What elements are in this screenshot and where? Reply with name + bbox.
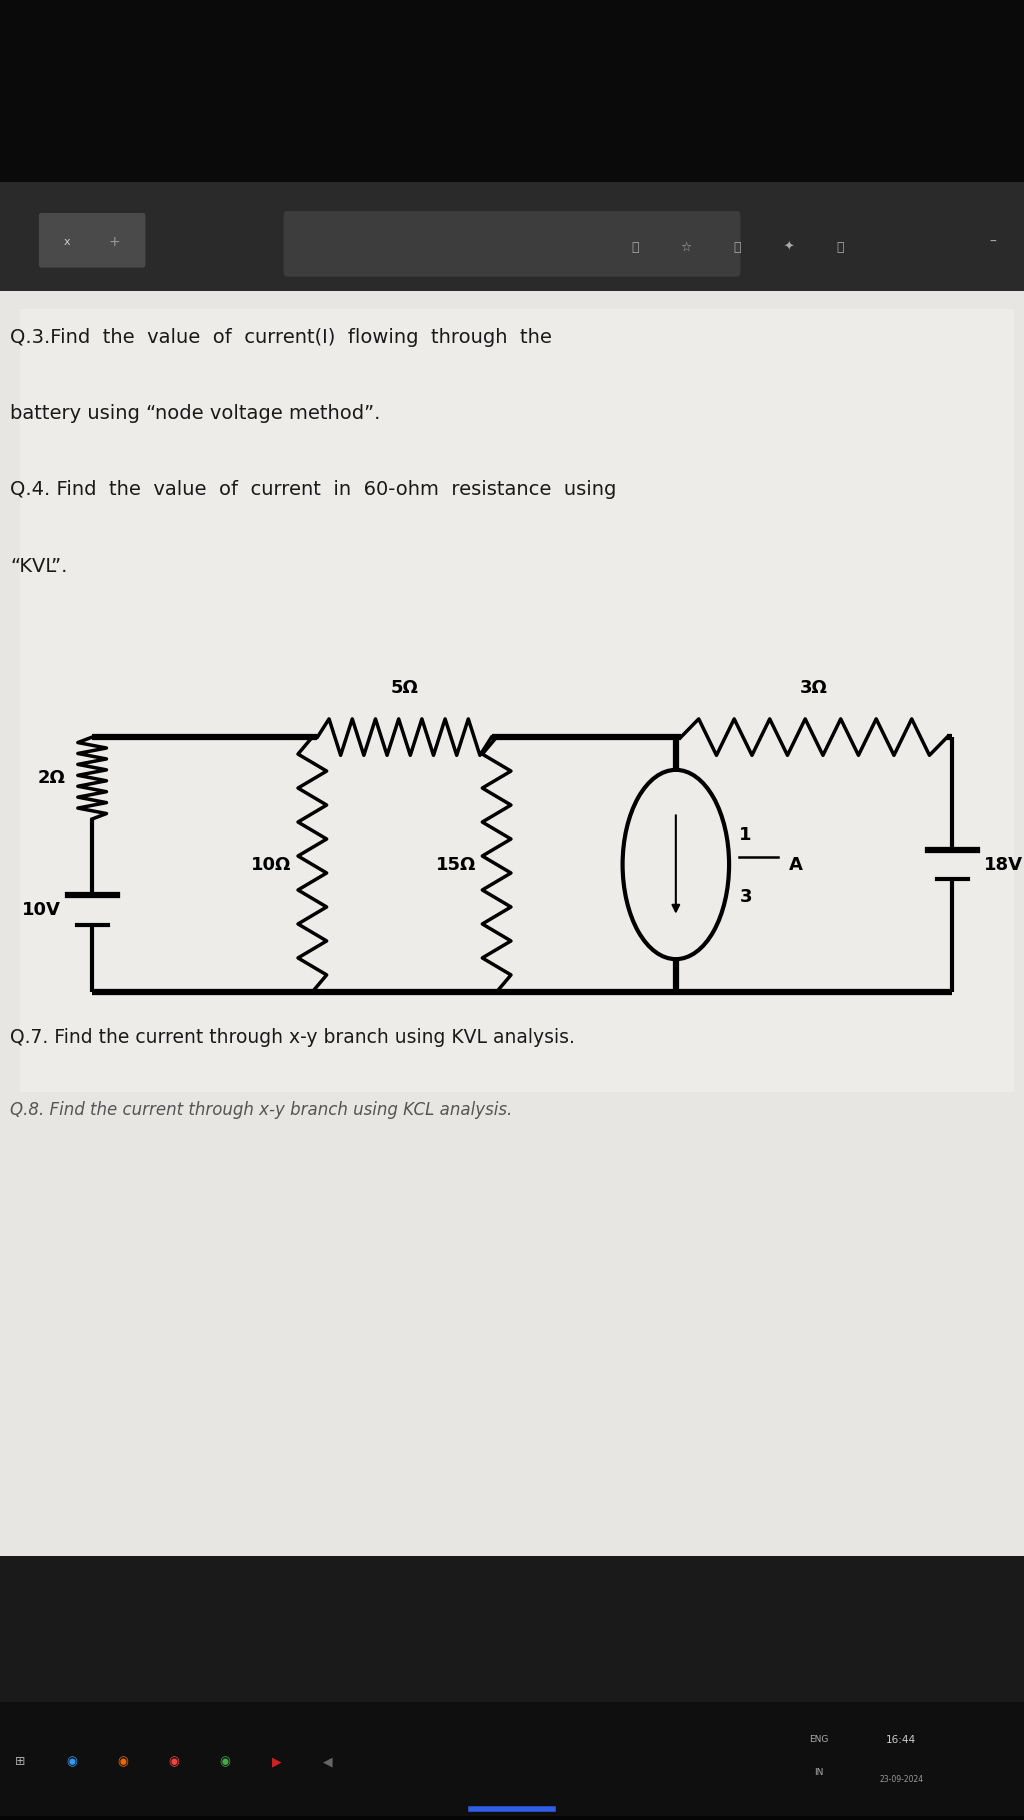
Text: 10V: 10V [22,901,60,919]
Text: –: – [990,235,996,249]
Text: ⌕: ⌕ [631,240,639,255]
Text: 3: 3 [739,888,752,906]
Text: Q.4. Find  the  value  of  current  in  60-ohm  resistance  using: Q.4. Find the value of current in 60-ohm… [10,480,616,499]
FancyBboxPatch shape [39,213,145,268]
FancyBboxPatch shape [0,182,1024,291]
Text: ◉: ◉ [220,1754,230,1769]
FancyBboxPatch shape [284,211,740,277]
Text: ☆: ☆ [681,240,691,255]
Text: “KVL”.: “KVL”. [10,557,68,575]
Text: x: x [63,237,70,248]
FancyBboxPatch shape [0,1556,1024,1702]
Text: Q.7. Find the current through x-y branch using KVL analysis.: Q.7. Find the current through x-y branch… [10,1028,575,1046]
Text: IN: IN [814,1769,824,1776]
Text: ◀: ◀ [323,1754,333,1769]
Text: Q.3.Find  the  value  of  current(I)  flowing  through  the: Q.3.Find the value of current(I) flowing… [10,328,552,346]
Text: ✦: ✦ [783,240,794,255]
FancyBboxPatch shape [0,0,1024,182]
Text: 10Ω: 10Ω [251,855,292,874]
FancyBboxPatch shape [20,309,1014,1092]
Text: ENG: ENG [810,1736,828,1744]
Text: Ⓐ: Ⓐ [836,240,844,255]
Text: 18V: 18V [984,855,1023,874]
Text: ▶: ▶ [271,1754,282,1769]
Text: ◉: ◉ [67,1754,77,1769]
Text: 3Ω: 3Ω [800,679,828,697]
Text: battery using “node voltage method”.: battery using “node voltage method”. [10,404,381,422]
FancyBboxPatch shape [0,291,1024,1820]
Text: +: + [109,235,121,249]
FancyBboxPatch shape [0,1816,1024,1820]
FancyBboxPatch shape [0,1702,1024,1820]
Text: Q.8. Find the current through x-y branch using KCL analysis.: Q.8. Find the current through x-y branch… [10,1101,512,1119]
Text: ◉: ◉ [118,1754,128,1769]
Text: 23-09-2024: 23-09-2024 [879,1776,924,1784]
Text: ⎕: ⎕ [733,240,741,255]
Text: 2Ω: 2Ω [37,770,66,786]
Text: ◉: ◉ [169,1754,179,1769]
Text: ⊞: ⊞ [15,1754,26,1769]
Text: 16:44: 16:44 [886,1734,916,1745]
Text: 5Ω: 5Ω [390,679,419,697]
Text: 15Ω: 15Ω [435,855,476,874]
Text: A: A [788,855,803,874]
Text: 1: 1 [739,826,752,844]
